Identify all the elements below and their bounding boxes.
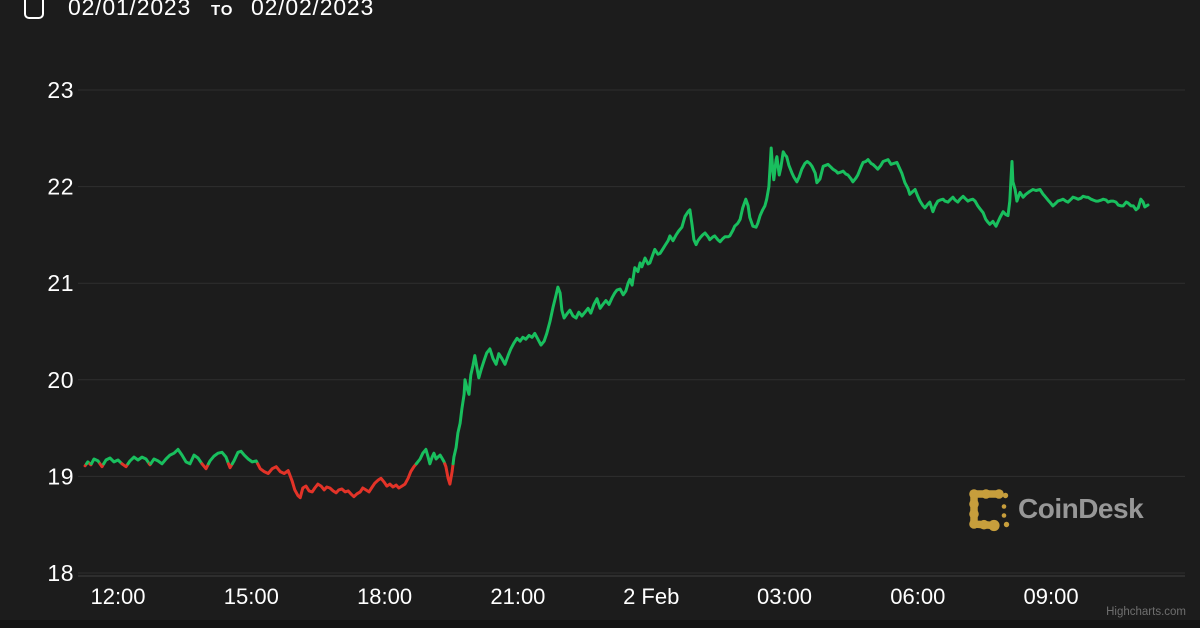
y-axis-label: 20: [47, 367, 74, 393]
x-axis-label: 18:00: [357, 584, 412, 609]
price-line-segment: [102, 456, 124, 466]
highcharts-credit-link[interactable]: Highcharts.com: [1106, 606, 1186, 618]
price-line-segment: [227, 462, 234, 470]
x-axis-label: 06:00: [890, 584, 945, 609]
x-axis-label: 09:00: [1024, 584, 1079, 609]
y-axis-label: 19: [47, 463, 74, 489]
x-axis-label: 21:00: [490, 584, 545, 609]
price-line-segment: [230, 449, 260, 466]
price-line-segment: [126, 455, 151, 466]
coindesk-wordmark: CoinDesk: [1018, 493, 1144, 524]
x-axis-label: 12:00: [90, 584, 145, 609]
price-line-segment: [256, 462, 418, 500]
price-line-segment: [89, 457, 102, 466]
x-axis-label: 15:00: [224, 584, 279, 609]
price-line-segment: [149, 447, 204, 466]
coindesk-icon: [969, 489, 1010, 532]
y-axis-label: 23: [47, 77, 74, 103]
y-axis-label: 21: [47, 270, 74, 296]
price-line-segment: [200, 462, 210, 471]
coindesk-watermark: CoinDesk: [966, 486, 1144, 532]
date-from[interactable]: 02/01/2023: [68, 0, 192, 20]
price-line-segment: [451, 146, 1150, 466]
y-axis-label: 22: [47, 174, 74, 200]
y-axis-label: 18: [47, 560, 74, 586]
price-line-segment: [443, 462, 455, 486]
x-axis-label: 2 Feb: [623, 584, 679, 609]
x-axis-label: 03:00: [757, 584, 812, 609]
date-to[interactable]: 02/02/2023: [251, 0, 375, 20]
date-checkbox-icon[interactable]: [24, 0, 44, 19]
bottom-bar: [0, 620, 1200, 628]
price-line-segment: [207, 450, 230, 466]
date-range-to-label: TO: [211, 2, 234, 19]
price-line-segment: [414, 447, 447, 466]
date-range-header: 02/01/2023 TO 02/02/2023: [0, 0, 1200, 30]
